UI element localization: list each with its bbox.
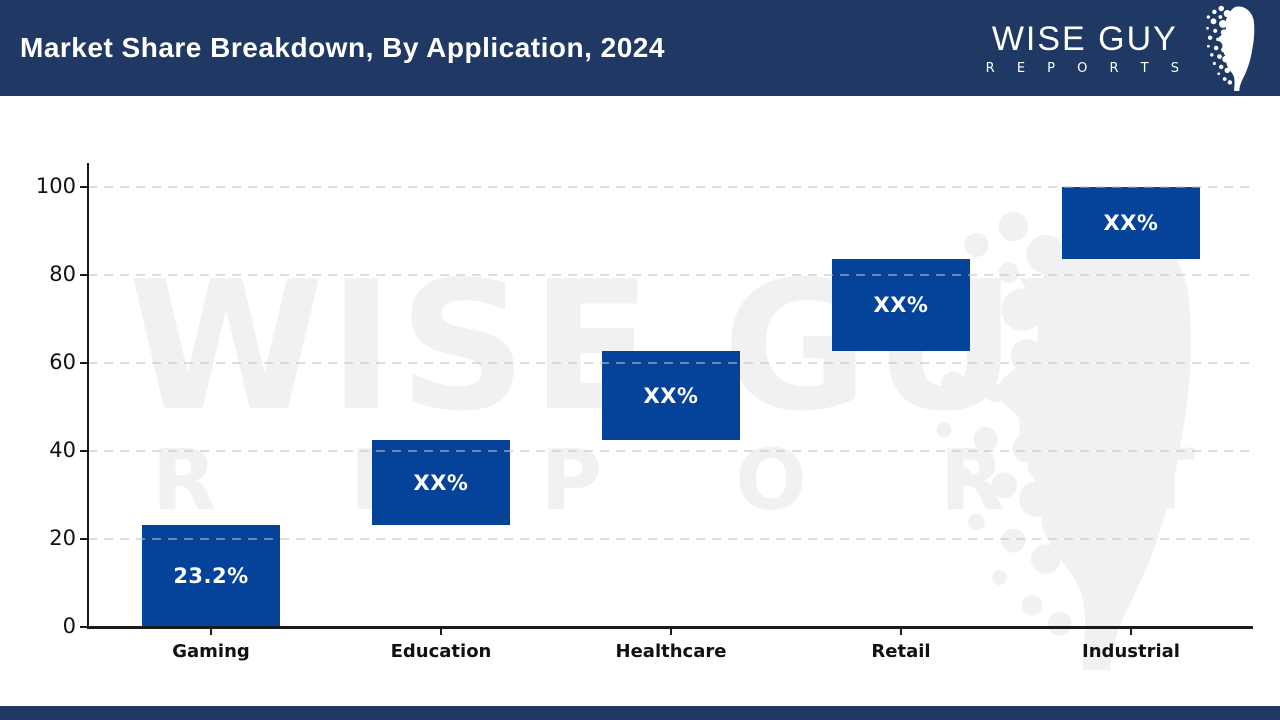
gridline-100 [88,186,1253,188]
x-tick [210,629,212,635]
x-tick [900,629,902,635]
brand-logo-text: WISE GUY R E P O R T S [982,22,1188,75]
brand-name: WISE GUY [991,19,1178,58]
bar-gaming: 23.2% [142,524,280,627]
y-axis-spine [87,163,89,629]
dotted-head-icon [1206,5,1255,91]
y-axis-tick-label: 80 [49,262,76,286]
x-axis-label-healthcare: Healthcare [615,641,727,662]
y-tick [80,626,88,628]
bar-value-label: XX% [643,383,699,408]
gridline-60 [88,362,1253,364]
x-axis-label-retail: Retail [871,641,931,662]
footer-bar [0,706,1280,720]
page-title: Market Share Breakdown, By Application, … [20,32,665,63]
x-tick [670,629,672,635]
x-axis-spine [87,626,1253,629]
x-tick [1130,629,1132,635]
brand-tagline: R E P O R T S [985,60,1188,76]
bar-education: XX% [372,440,510,525]
bar-retail: XX% [832,259,970,351]
bar-healthcare: XX% [602,350,740,441]
y-tick [80,274,88,276]
y-axis-tick-label: 100 [35,174,76,198]
bar-value-label: XX% [1103,211,1159,236]
bar-value-label: XX% [873,292,929,317]
brand-logo: WISE GUY R E P O R T S [982,5,1266,91]
y-tick [80,186,88,188]
header-bar: Market Share Breakdown, By Application, … [0,0,1280,96]
gridline-80 [88,274,1253,276]
y-tick [80,538,88,540]
y-axis-tick-label: 20 [49,526,76,550]
y-axis-tick-label: 40 [49,438,76,462]
y-tick [80,362,88,364]
x-axis-label-industrial: Industrial [1082,641,1180,662]
gridline-40 [88,450,1253,452]
gridline-20 [88,538,1253,540]
x-axis-label-education: Education [390,641,492,662]
y-axis-tick-label: 0 [62,614,76,638]
bar-industrial: XX% [1062,187,1200,260]
y-tick [80,450,88,452]
y-axis-tick-label: 60 [49,350,76,374]
x-tick [440,629,442,635]
bar-value-label: 23.2% [173,563,249,588]
bar-value-label: XX% [413,470,469,495]
x-axis-label-gaming: Gaming [172,641,250,662]
